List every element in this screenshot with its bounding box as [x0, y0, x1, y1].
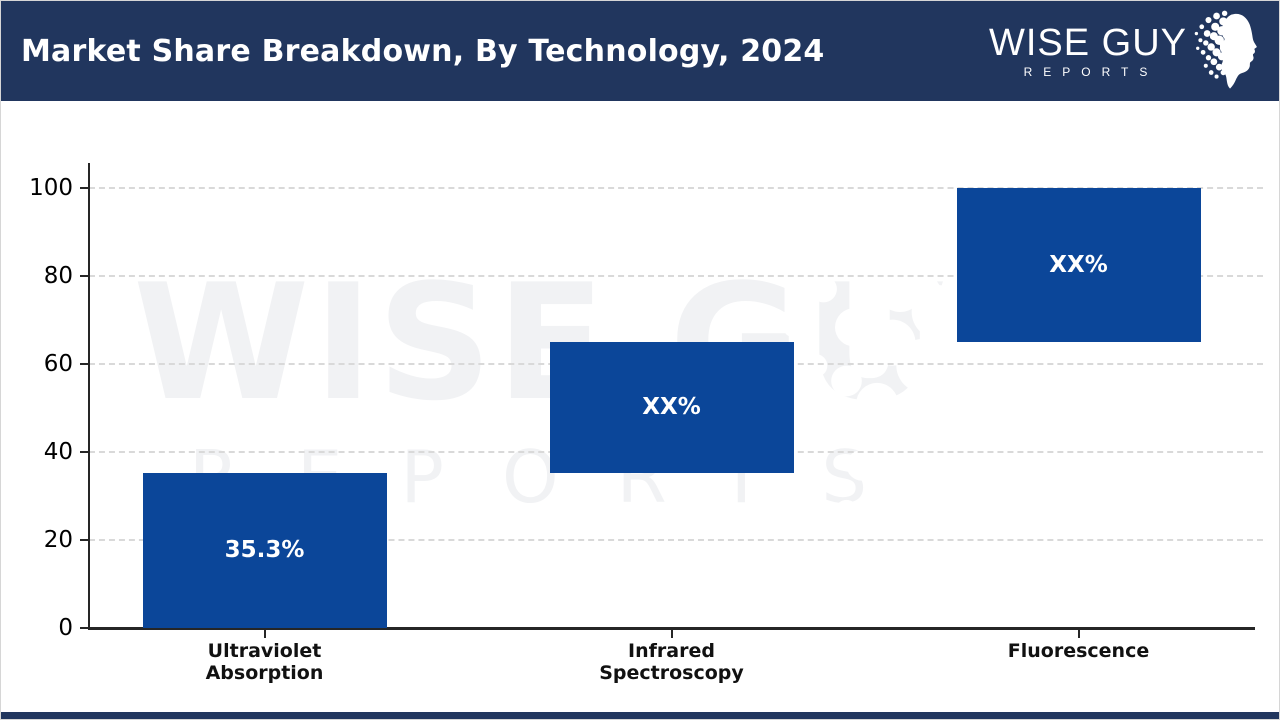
x-axis-category-line: Ultraviolet: [207, 640, 322, 662]
wise-guy-logo: WISE GUY REPORTS: [989, 10, 1265, 92]
gridline: [89, 275, 1263, 277]
x-axis-category-line: Fluorescence: [1007, 640, 1150, 662]
y-axis-tick-label: 40: [43, 439, 73, 465]
y-axis-tick: [80, 187, 88, 189]
x-axis-tick: [670, 630, 673, 638]
bar-value-label: 35.3%: [224, 537, 305, 564]
logo-text: WISE GUY REPORTS: [989, 24, 1187, 79]
y-axis-tick: [80, 627, 88, 629]
y-axis-tick-label: 0: [58, 615, 73, 641]
bar-chart: WISE GUY REPORTS 02040608010035.3%Ultrav…: [1, 101, 1279, 714]
bar-value-label: XX%: [1049, 252, 1108, 278]
bar-segment: [549, 342, 794, 473]
gridline: [89, 187, 1263, 189]
bar-value-label: XX%: [642, 394, 701, 421]
y-axis-tick-label: 20: [43, 527, 73, 553]
logo-brand-text: WISE GUY: [988, 21, 1187, 64]
footer-bar: [1, 712, 1279, 719]
y-axis-tick: [80, 363, 88, 365]
y-axis-tick-label: 100: [29, 175, 73, 201]
x-axis-category-line: Absorption: [205, 662, 324, 684]
gridline: [89, 539, 1263, 541]
x-axis-category-label: Infrared Spectroscopy: [512, 640, 832, 684]
bar-segment: [142, 472, 387, 628]
header: Market Share Breakdown, By Technology, 2…: [1, 1, 1279, 101]
x-axis-line: [88, 627, 1255, 630]
y-axis-tick-label: 60: [43, 351, 73, 377]
logo-subtitle-text: REPORTS: [1023, 64, 1159, 79]
x-axis-category-label: Ultraviolet Absorption: [105, 640, 425, 684]
x-axis-category-line: Infrared: [628, 640, 715, 662]
y-axis-line: [88, 163, 90, 629]
bar-segment: [956, 188, 1201, 342]
x-axis-tick: [263, 630, 266, 638]
x-axis-category-label: Fluorescence: [919, 640, 1239, 662]
y-axis-tick: [80, 275, 88, 277]
logo-head-icon: [1194, 10, 1257, 89]
y-axis-tick: [80, 539, 88, 541]
chart-title: Market Share Breakdown, By Technology, 2…: [21, 33, 825, 69]
x-axis-category-line: Spectroscopy: [599, 662, 744, 684]
y-axis-tick: [80, 451, 88, 453]
y-axis-tick-label: 80: [43, 263, 73, 289]
x-axis-tick: [1077, 630, 1080, 638]
